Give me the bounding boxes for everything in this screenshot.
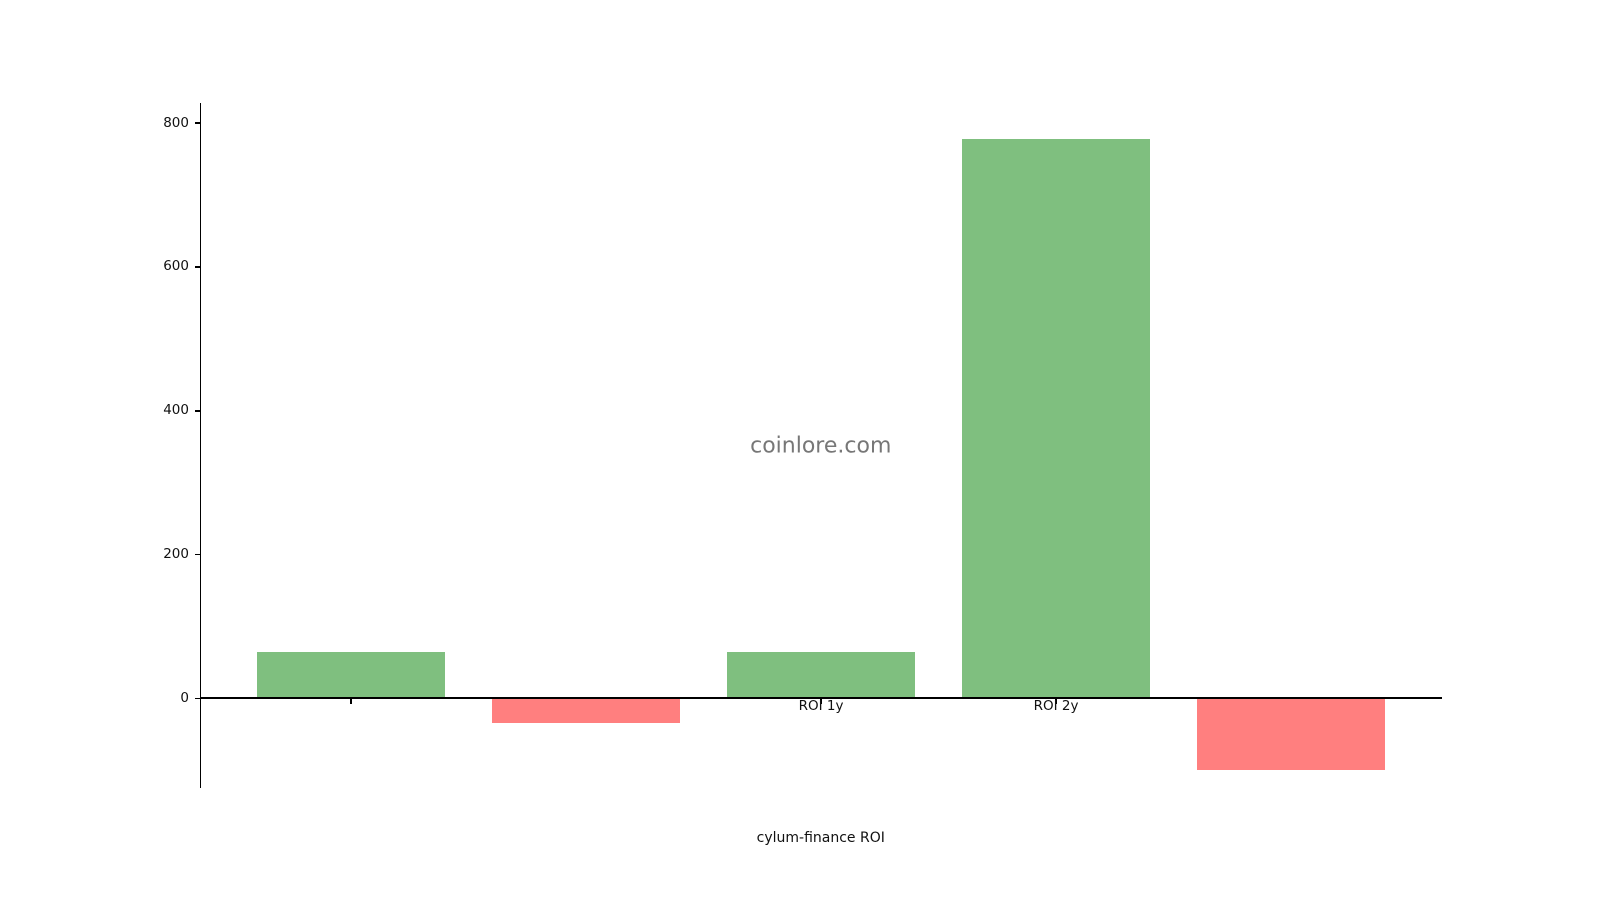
x-tick-mark xyxy=(350,699,352,704)
chart-title: cylum-finance ROI xyxy=(756,830,885,846)
bar-col-1 xyxy=(257,651,445,699)
y-tick-label: 400 xyxy=(163,402,189,419)
y-tick-label: 600 xyxy=(163,258,189,275)
bar-col-5 xyxy=(1197,698,1385,770)
x-tick-label-roi-1y: ROI 1y xyxy=(798,698,844,715)
y-tick-label: 0 xyxy=(180,689,189,706)
y-tick-label: 200 xyxy=(163,546,189,563)
bar-roi-1y xyxy=(727,651,915,699)
y-axis-line xyxy=(199,103,201,788)
x-tick-mark xyxy=(1055,699,1057,704)
y-tick-label: 800 xyxy=(163,114,189,131)
x-tick-mark xyxy=(820,699,822,704)
y-tick-mark xyxy=(194,266,200,268)
y-tick-mark xyxy=(194,410,200,412)
y-tick-mark xyxy=(194,122,200,124)
x-axis-line xyxy=(199,697,1442,699)
y-tick-mark xyxy=(194,697,200,700)
bar-col-2 xyxy=(492,698,680,723)
y-tick-mark xyxy=(194,553,200,556)
x-tick-label-roi-2y: ROI 2y xyxy=(1033,698,1079,715)
coinlore-watermark: coinlore.com xyxy=(750,433,892,459)
bar-roi-2y xyxy=(962,139,1150,699)
